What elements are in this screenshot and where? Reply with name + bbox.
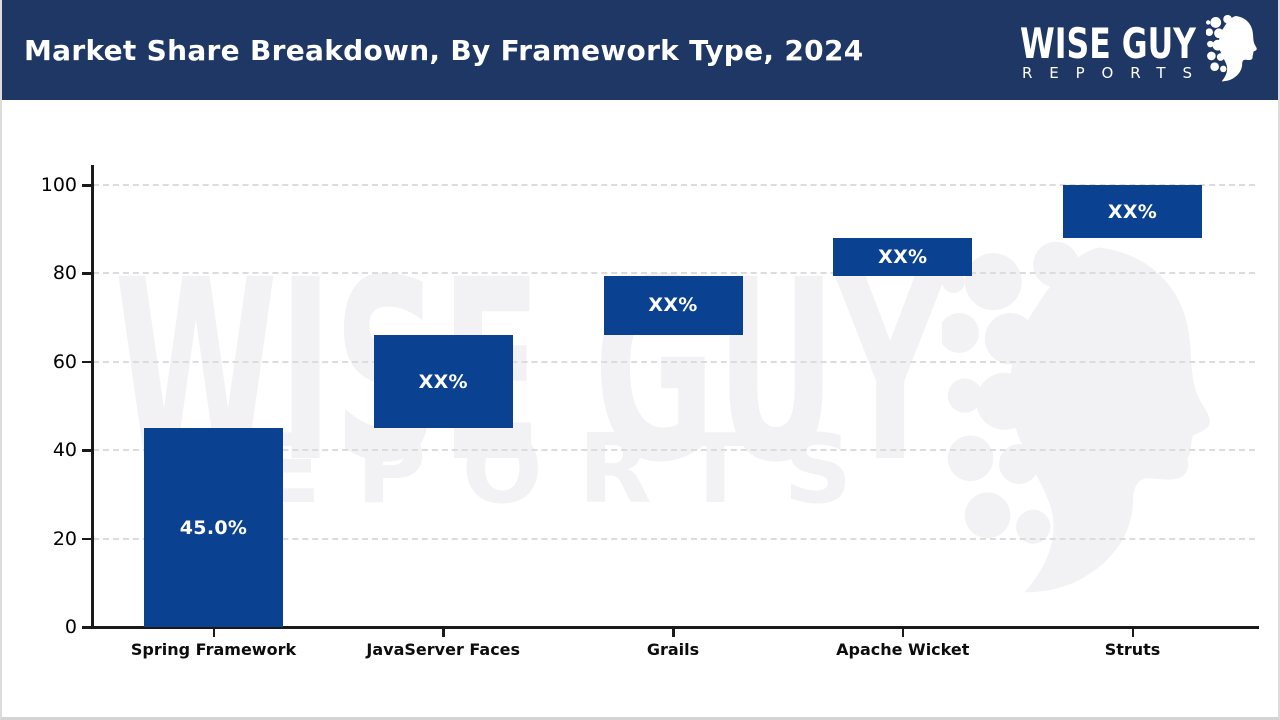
x-axis-tick-label: JavaServer Faces — [366, 640, 521, 659]
gridline — [93, 272, 1255, 275]
brand-wordmark: WISE GUY REPORTS — [1018, 18, 1200, 82]
brand-wordmark-text: WISE GUY — [1020, 19, 1196, 68]
x-axis-tick-label: Apache Wicket — [836, 640, 970, 659]
y-axis-tick — [82, 360, 91, 364]
y-axis-line — [91, 165, 94, 629]
y-axis-tick-label: 20 — [52, 527, 77, 550]
brand-logo: WISE GUY REPORTS — [1018, 11, 1260, 89]
y-axis-tick — [82, 449, 91, 452]
y-axis-tick-label: 100 — [40, 174, 77, 196]
gridline — [93, 360, 1255, 363]
x-axis-tick — [1131, 629, 1134, 637]
x-axis-line — [91, 626, 1259, 629]
gridline — [93, 184, 1255, 186]
bar: XX% — [603, 275, 743, 336]
y-axis-tick — [82, 272, 91, 275]
y-axis-tick-label: 80 — [52, 262, 77, 285]
x-axis-tick — [672, 629, 675, 637]
y-axis-tick-label: 60 — [52, 350, 77, 373]
y-axis-tick-label: 0 — [64, 616, 77, 638]
y-axis-tick-label: 40 — [52, 439, 77, 462]
x-axis-tick — [901, 629, 905, 637]
x-axis-tick-label: Grails — [646, 640, 700, 659]
bar: XX% — [833, 238, 973, 276]
brand-head-icon — [1206, 11, 1260, 89]
page-title: Market Share Breakdown, By Framework Typ… — [24, 33, 864, 67]
x-axis-tick-label: Spring Framework — [130, 640, 297, 659]
bar: 45.0% — [144, 428, 283, 627]
header-bar: Market Share Breakdown, By Framework Typ… — [2, 0, 1278, 100]
bar-value-label: 45.0% — [179, 516, 248, 539]
bar-value-label: XX% — [1107, 200, 1158, 223]
gridline — [93, 449, 1255, 452]
bar: XX% — [1063, 185, 1202, 239]
bar-value-label: XX% — [418, 370, 468, 393]
chart-area: WISE GUY REPORTS 02040608010045.0%Spring… — [2, 100, 1278, 717]
bar-value-label: XX% — [648, 294, 698, 317]
y-axis-tick — [82, 537, 91, 541]
x-axis-tick — [212, 629, 215, 637]
bar: XX% — [373, 335, 513, 429]
y-axis-tick — [82, 184, 91, 187]
bar-value-label: XX% — [878, 245, 928, 268]
x-axis-tick-label: Struts — [1104, 640, 1161, 659]
x-axis-tick — [442, 629, 445, 637]
y-axis-tick — [82, 626, 91, 629]
gridline — [93, 537, 1255, 540]
